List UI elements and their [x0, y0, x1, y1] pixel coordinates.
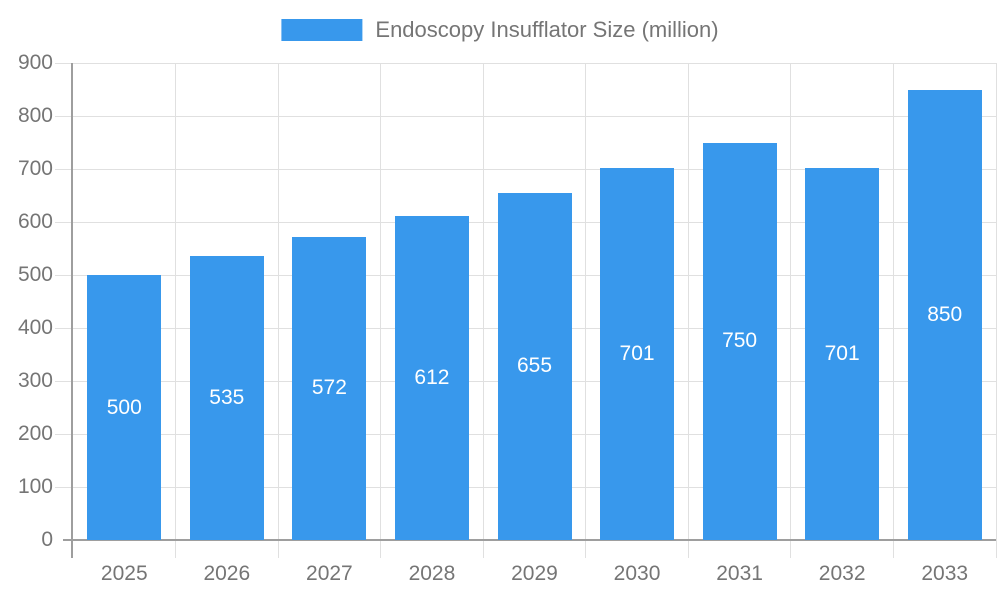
- x-gridline: [790, 63, 792, 540]
- bar[interactable]: [907, 89, 982, 540]
- x-axis-tick: [380, 540, 382, 558]
- bar[interactable]: [702, 142, 777, 540]
- x-gridline: [892, 63, 894, 540]
- y-axis-label: 300: [17, 369, 53, 392]
- x-axis-tick: [482, 540, 484, 558]
- x-axis-line: [63, 539, 996, 541]
- x-axis-label: 2033: [921, 562, 969, 585]
- y-gridline: [55, 62, 996, 64]
- y-gridline: [55, 168, 996, 170]
- bar-value-label: 655: [516, 354, 553, 378]
- y-gridline: [55, 115, 996, 117]
- bar-value-label: 850: [927, 302, 963, 326]
- bar-value-label: 612: [414, 365, 450, 389]
- x-gridline: [277, 63, 279, 540]
- bar[interactable]: [189, 256, 264, 540]
- bar-value-label: 535: [209, 386, 245, 410]
- x-axis-tick: [995, 540, 997, 558]
- bar[interactable]: [497, 192, 572, 540]
- bar[interactable]: [805, 168, 880, 540]
- y-axis-label: 400: [17, 316, 53, 339]
- y-axis-line: [71, 63, 73, 558]
- y-axis-label: 500: [17, 263, 53, 286]
- y-axis-label: 800: [17, 104, 53, 127]
- x-axis-tick: [687, 540, 689, 558]
- x-gridline: [585, 63, 587, 540]
- bar[interactable]: [394, 215, 469, 540]
- x-gridline: [687, 63, 689, 540]
- x-axis-label: 2026: [203, 562, 251, 585]
- bar-value-label: 572: [311, 376, 347, 400]
- y-axis-label: 0: [41, 528, 53, 551]
- y-axis-label: 900: [17, 51, 53, 74]
- x-axis-tick: [175, 540, 177, 558]
- bar-value-label: 701: [824, 342, 860, 366]
- legend-label: Endoscopy Insufflator Size (million): [375, 17, 719, 42]
- legend[interactable]: Endoscopy Insufflator Size (million): [281, 17, 719, 43]
- x-axis-label: 2032: [818, 562, 866, 585]
- x-gridline: [175, 63, 177, 540]
- x-gridline: [995, 63, 997, 540]
- bar-value-label: 701: [619, 342, 655, 366]
- x-axis-tick: [585, 540, 587, 558]
- bar-value-label: 750: [722, 329, 758, 353]
- x-axis-label: 2028: [408, 562, 456, 585]
- bar[interactable]: [292, 236, 367, 540]
- legend-swatch: [281, 19, 363, 41]
- x-axis-label: 2025: [100, 562, 148, 585]
- y-axis-label: 700: [17, 157, 53, 180]
- x-axis-label: 2031: [716, 562, 763, 585]
- x-gridline: [380, 63, 382, 540]
- bar[interactable]: [600, 168, 675, 540]
- x-axis-tick: [790, 540, 792, 558]
- x-axis-label: 2029: [511, 562, 558, 585]
- y-axis-label: 100: [17, 475, 53, 498]
- bar-value-label: 500: [106, 395, 142, 419]
- y-axis-label: 600: [17, 210, 53, 233]
- bar[interactable]: [87, 275, 162, 540]
- x-gridline: [482, 63, 484, 540]
- x-axis-label: 2030: [613, 562, 661, 585]
- y-axis-label: 200: [17, 422, 53, 445]
- x-axis-tick: [277, 540, 279, 558]
- x-axis-label: 2027: [306, 562, 353, 585]
- x-axis-tick: [892, 540, 894, 558]
